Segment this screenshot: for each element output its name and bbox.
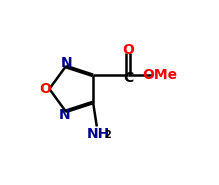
Text: OMe: OMe <box>142 68 178 82</box>
Text: N: N <box>58 108 70 122</box>
Text: O: O <box>39 82 51 96</box>
Text: N: N <box>60 56 72 70</box>
Text: C: C <box>123 71 133 85</box>
Text: O: O <box>122 43 134 57</box>
Text: 2: 2 <box>104 130 111 140</box>
Text: NH: NH <box>87 127 110 141</box>
